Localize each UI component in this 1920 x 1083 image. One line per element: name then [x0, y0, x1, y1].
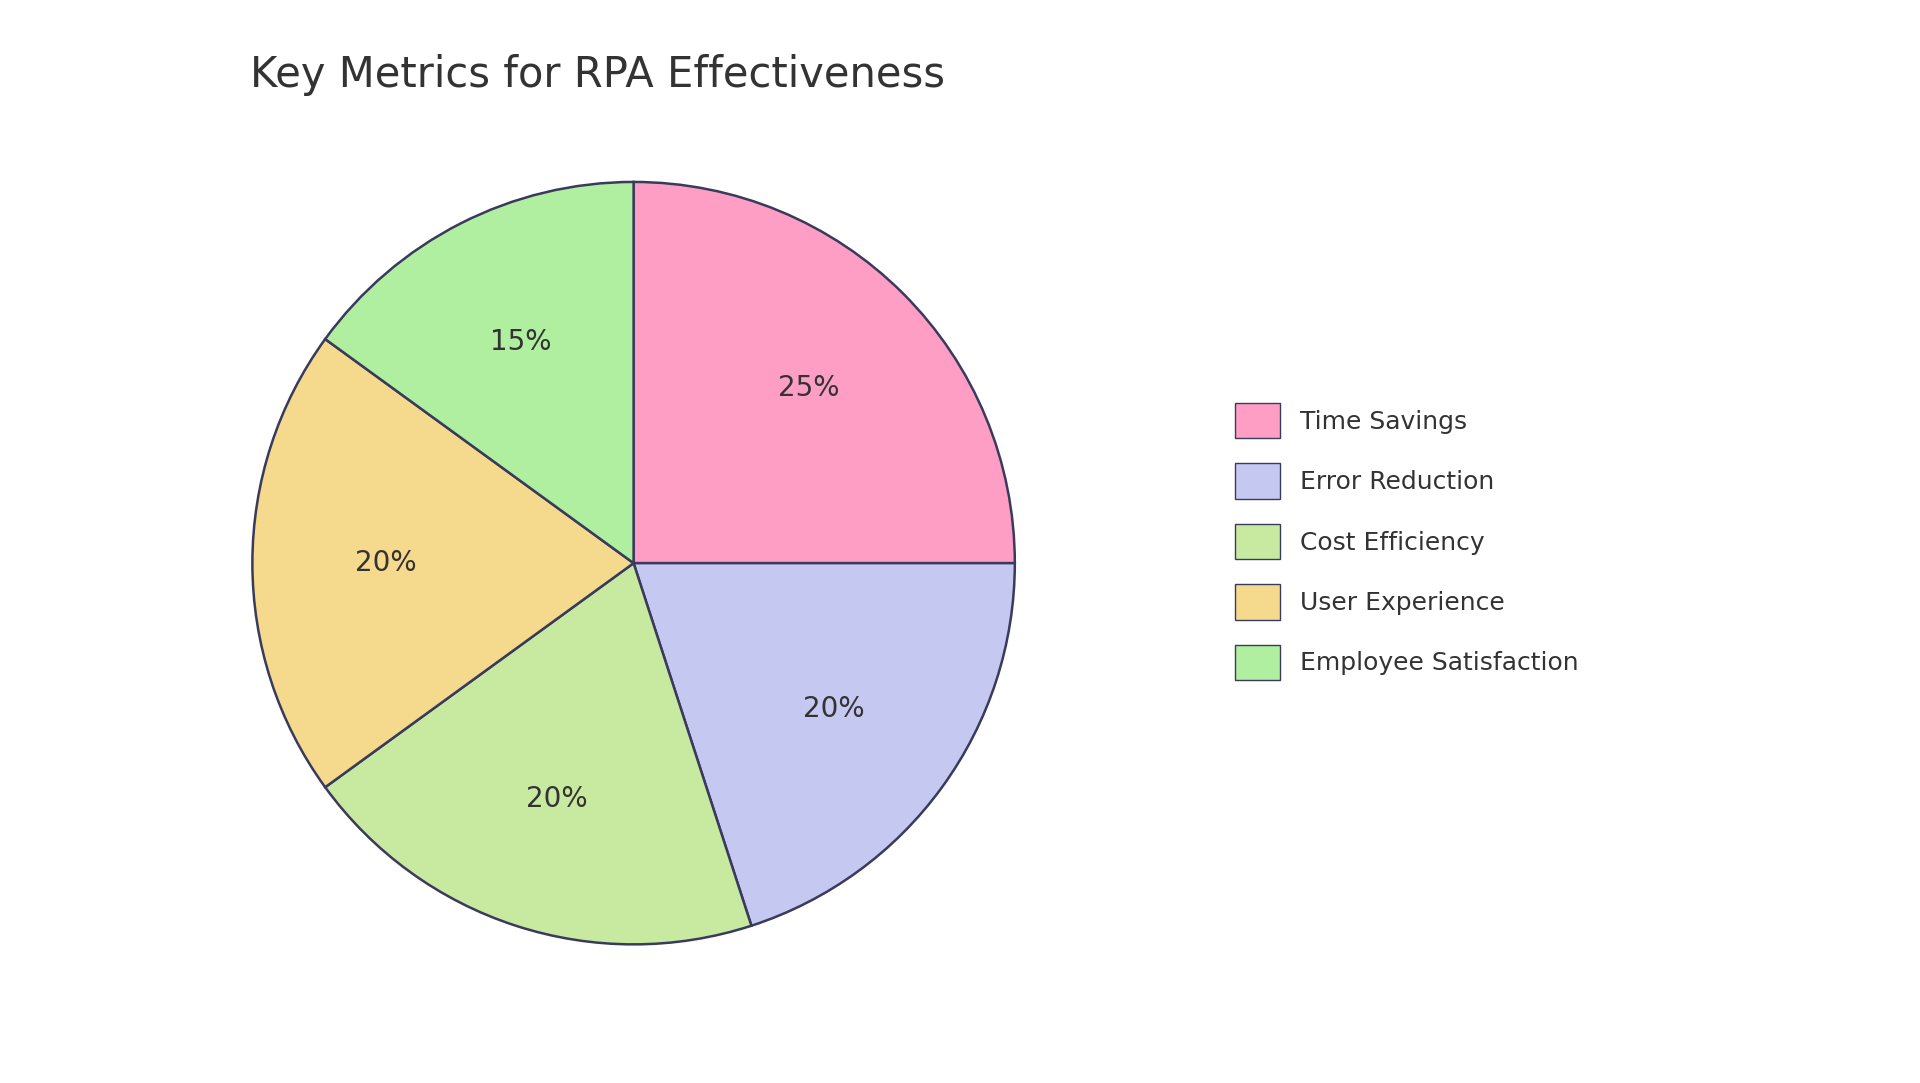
Text: 25%: 25% — [778, 374, 839, 402]
Text: Key Metrics for RPA Effectiveness: Key Metrics for RPA Effectiveness — [250, 54, 945, 96]
Wedge shape — [324, 563, 751, 944]
Text: 20%: 20% — [355, 549, 417, 577]
Text: 15%: 15% — [490, 328, 551, 356]
Text: 20%: 20% — [803, 695, 864, 722]
Wedge shape — [252, 339, 634, 787]
Wedge shape — [634, 182, 1016, 563]
Text: 20%: 20% — [526, 785, 588, 813]
Wedge shape — [634, 563, 1016, 926]
Wedge shape — [324, 182, 634, 563]
Legend: Time Savings, Error Reduction, Cost Efficiency, User Experience, Employee Satisf: Time Savings, Error Reduction, Cost Effi… — [1223, 391, 1592, 692]
